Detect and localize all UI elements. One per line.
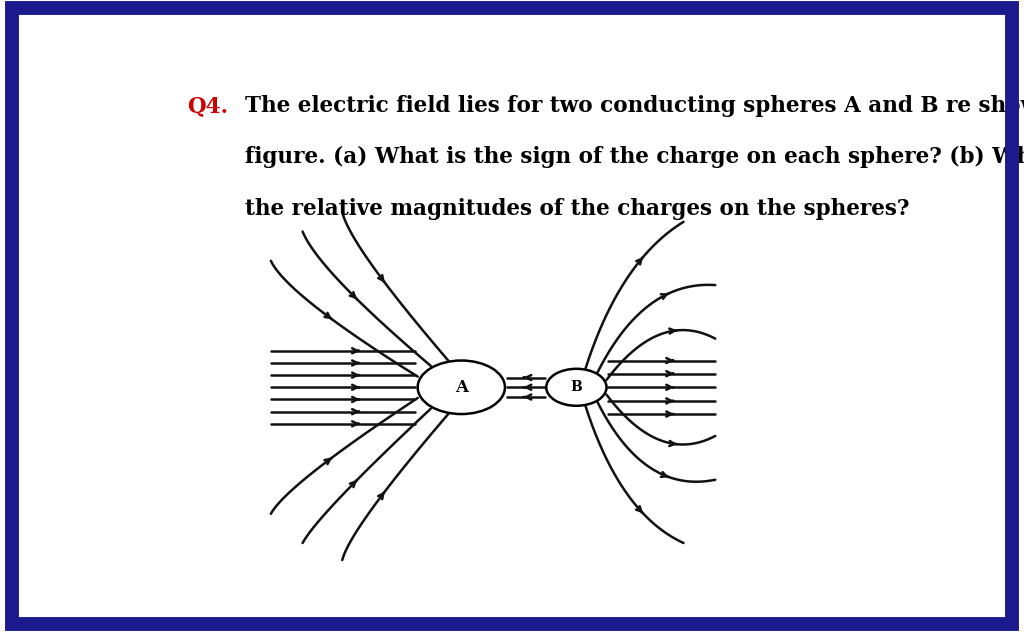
Text: B: B bbox=[570, 380, 583, 394]
Circle shape bbox=[418, 360, 505, 414]
Text: Q4.: Q4. bbox=[187, 95, 228, 118]
Text: figure. (a) What is the sign of the charge on each sphere? (b) What are: figure. (a) What is the sign of the char… bbox=[246, 147, 1024, 169]
Text: The electric field lies for two conducting spheres A and B re shows in: The electric field lies for two conducti… bbox=[246, 95, 1024, 118]
Circle shape bbox=[546, 369, 606, 406]
Text: A: A bbox=[455, 379, 468, 396]
Text: the relative magnitudes of the charges on the spheres?: the relative magnitudes of the charges o… bbox=[246, 197, 910, 219]
